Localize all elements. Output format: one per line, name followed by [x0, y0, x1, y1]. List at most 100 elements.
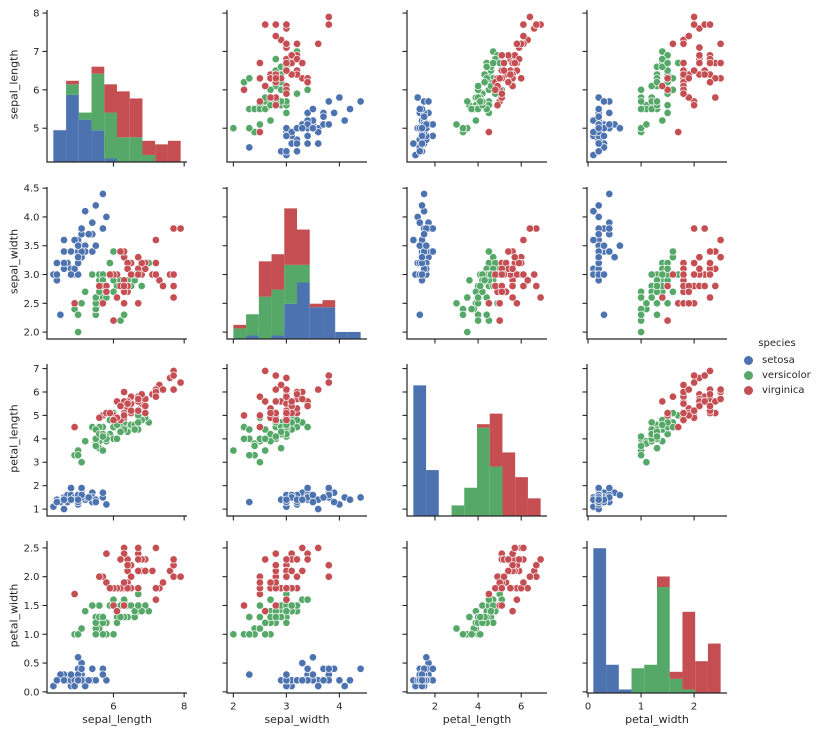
diag-histogram-sepal_width: [233, 208, 361, 339]
data-point: [458, 630, 468, 639]
data-point: [519, 270, 528, 279]
data-point: [319, 493, 328, 502]
diag-histogram-sepal_length: [53, 66, 181, 162]
hist-bar-virginica: [707, 643, 721, 693]
data-point: [599, 241, 609, 250]
data-point: [287, 566, 296, 576]
hist-bar-setosa: [284, 303, 297, 339]
data-point: [517, 74, 526, 83]
y-tick-label: 6: [33, 387, 39, 398]
hist-bar-setosa: [53, 130, 67, 162]
hist-bar-versicolor: [631, 668, 645, 693]
data-point: [120, 411, 129, 420]
data-point: [599, 97, 609, 106]
data-point: [642, 458, 651, 467]
versicolor-marker-icon: [744, 371, 753, 380]
data-point: [525, 572, 535, 581]
data-point: [636, 104, 646, 114]
data-point: [98, 189, 108, 198]
data-point: [700, 371, 709, 380]
data-point: [536, 293, 545, 302]
data-point: [636, 85, 646, 94]
hist-bar-versicolor: [682, 689, 696, 693]
data-point: [102, 500, 111, 509]
data-point: [239, 411, 249, 420]
data-point: [105, 408, 115, 418]
y-tick-label: 8: [33, 9, 39, 20]
data-point: [663, 299, 672, 308]
data-point: [415, 104, 424, 114]
data-point: [308, 124, 317, 133]
data-point: [77, 299, 86, 308]
y-tick-label: 3.0: [24, 270, 40, 281]
data-point: [345, 104, 355, 114]
data-point: [419, 230, 429, 239]
data-point: [324, 572, 333, 581]
data-point: [151, 543, 160, 553]
data-point: [95, 413, 104, 422]
legend-title: species: [758, 338, 796, 349]
data-point: [282, 108, 291, 118]
data-point: [151, 584, 160, 593]
data-point: [303, 595, 312, 604]
hist-bar-virginica: [309, 303, 323, 308]
data-point: [711, 281, 720, 291]
hist-bar-versicolor: [489, 466, 503, 516]
hist-bar-versicolor: [66, 84, 79, 95]
data-point: [610, 253, 619, 262]
data-point: [689, 406, 699, 415]
data-point: [105, 584, 115, 593]
data-point: [245, 74, 254, 83]
data-point: [689, 270, 699, 279]
data-point: [98, 670, 108, 679]
data-point: [77, 483, 86, 493]
data-point: [176, 572, 185, 581]
data-point: [519, 578, 528, 587]
data-point: [59, 258, 69, 268]
data-point: [689, 101, 699, 110]
data-point: [605, 120, 614, 129]
data-point: [689, 20, 699, 29]
data-point: [116, 247, 125, 256]
data-point: [271, 385, 280, 394]
y-tick-label: 2.5: [24, 543, 40, 554]
data-point: [176, 378, 185, 387]
data-point: [684, 31, 693, 41]
data-point: [716, 58, 725, 68]
data-point: [298, 495, 307, 504]
data-point: [484, 589, 493, 599]
data-point: [658, 81, 667, 91]
data-point: [314, 543, 323, 553]
data-point: [642, 299, 651, 308]
data-point: [229, 124, 238, 133]
data-point: [599, 310, 609, 319]
data-point: [303, 401, 312, 411]
data-point: [271, 397, 280, 406]
data-point: [480, 276, 489, 285]
data-point: [141, 408, 150, 418]
data-point: [261, 607, 270, 616]
data-point: [282, 495, 291, 504]
legend-item-setosa: setosa: [735, 353, 819, 368]
data-point: [716, 235, 725, 245]
data-point: [689, 258, 699, 268]
data-point: [417, 201, 427, 210]
data-point: [261, 555, 270, 564]
y-axis-label-petal-width: petal_width: [7, 583, 21, 648]
data-point: [255, 458, 264, 467]
data-point: [519, 281, 528, 291]
data-point: [169, 555, 178, 564]
data-point: [504, 566, 513, 576]
data-point: [324, 561, 333, 570]
data-point: [59, 495, 69, 504]
data-point: [52, 258, 62, 268]
data-point: [652, 432, 662, 441]
data-point: [308, 653, 317, 662]
x-tick-label: 2: [691, 702, 697, 713]
hist-bar-setosa: [91, 130, 105, 162]
data-point: [512, 39, 522, 48]
data-point: [245, 612, 254, 622]
hist-bar-virginica: [271, 254, 285, 290]
data-point: [308, 670, 317, 679]
data-point: [98, 446, 108, 455]
